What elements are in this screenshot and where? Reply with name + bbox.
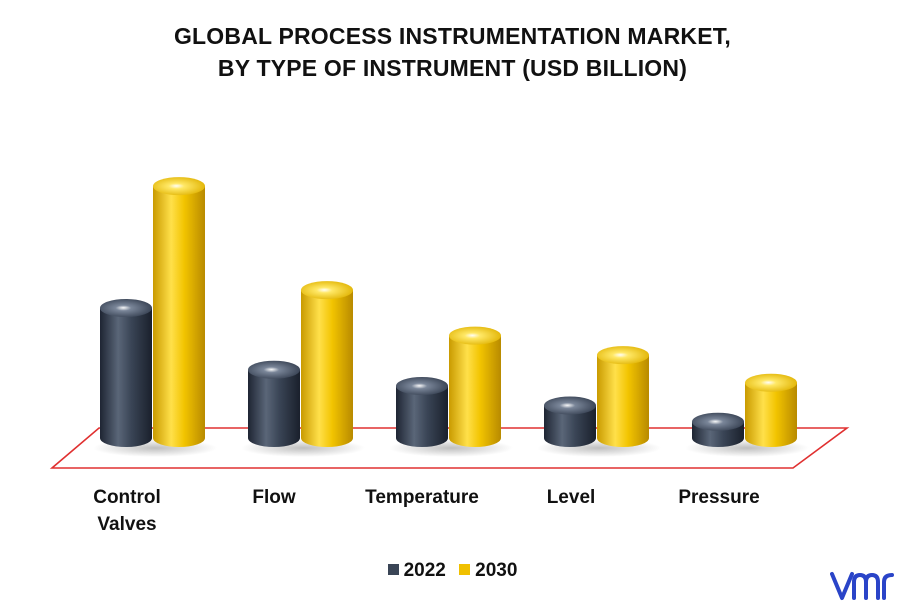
bar-cap-control-valves-2030 <box>153 177 205 196</box>
chart-title-line2: BY TYPE OF INSTRUMENT (USD BILLION) <box>217 55 688 81</box>
bar-cap-flow-2022 <box>248 360 300 379</box>
bar-cap-temperature-2030 <box>449 326 501 345</box>
bar-body-level-2030 <box>597 355 649 447</box>
category-label-pressure: Pressure <box>678 487 760 508</box>
category-label-temperature: Temperature <box>365 487 479 508</box>
bar-cap-pressure-2030 <box>745 373 797 392</box>
bar-level-2030 <box>597 346 649 447</box>
bars-group <box>93 177 809 457</box>
legend-item-2030: 2030 <box>459 560 517 582</box>
bar-flow-2022 <box>248 360 300 447</box>
bar-cap-level-2030 <box>597 346 649 365</box>
bar-body-flow-2022 <box>248 369 300 447</box>
bar-cap-pressure-2022 <box>692 412 744 431</box>
legend-label-2022: 2022 <box>403 560 446 581</box>
bar-control-valves-2030 <box>153 177 205 447</box>
chart-title: GLOBAL PROCESS INSTRUMENTATION MARKET, B… <box>0 20 905 84</box>
bar-body-temperature-2030 <box>449 335 501 447</box>
legend-item-2022: 2022 <box>387 560 446 582</box>
bar-level-2022 <box>544 396 596 447</box>
legend-swatch-2022 <box>387 564 399 575</box>
chart-title-line1: GLOBAL PROCESS INSTRUMENTATION MARKET, <box>173 23 732 49</box>
bar-body-pressure-2030 <box>745 382 797 447</box>
bar-flow-2030 <box>301 281 353 447</box>
bar-body-control-valves-2022 <box>100 308 152 447</box>
vmr-logo <box>830 572 894 600</box>
category-label-flow: Flow <box>252 487 296 508</box>
bar-body-temperature-2022 <box>396 386 448 447</box>
bar-body-control-valves-2030 <box>153 186 205 447</box>
bar-control-valves-2022 <box>100 299 152 447</box>
bar-cap-level-2022 <box>544 396 596 415</box>
category-label-level: Level <box>546 487 596 508</box>
bar-body-flow-2030 <box>301 290 353 447</box>
legend: 2022 2030 <box>0 560 905 582</box>
legend-label-2030: 2030 <box>475 560 518 581</box>
legend-swatch-2030 <box>459 564 471 575</box>
bar-body-level-2022 <box>544 405 596 447</box>
category-label-control-valves: Control Valves <box>93 487 161 535</box>
bar-temperature-2030 <box>449 326 501 447</box>
bar-temperature-2022 <box>396 377 448 447</box>
bar-pressure-2030 <box>745 373 797 447</box>
bar-pressure-2022 <box>692 412 744 447</box>
bar-cap-flow-2030 <box>301 281 353 300</box>
bar-cap-control-valves-2022 <box>100 299 152 317</box>
bar-cap-temperature-2022 <box>396 377 448 395</box>
